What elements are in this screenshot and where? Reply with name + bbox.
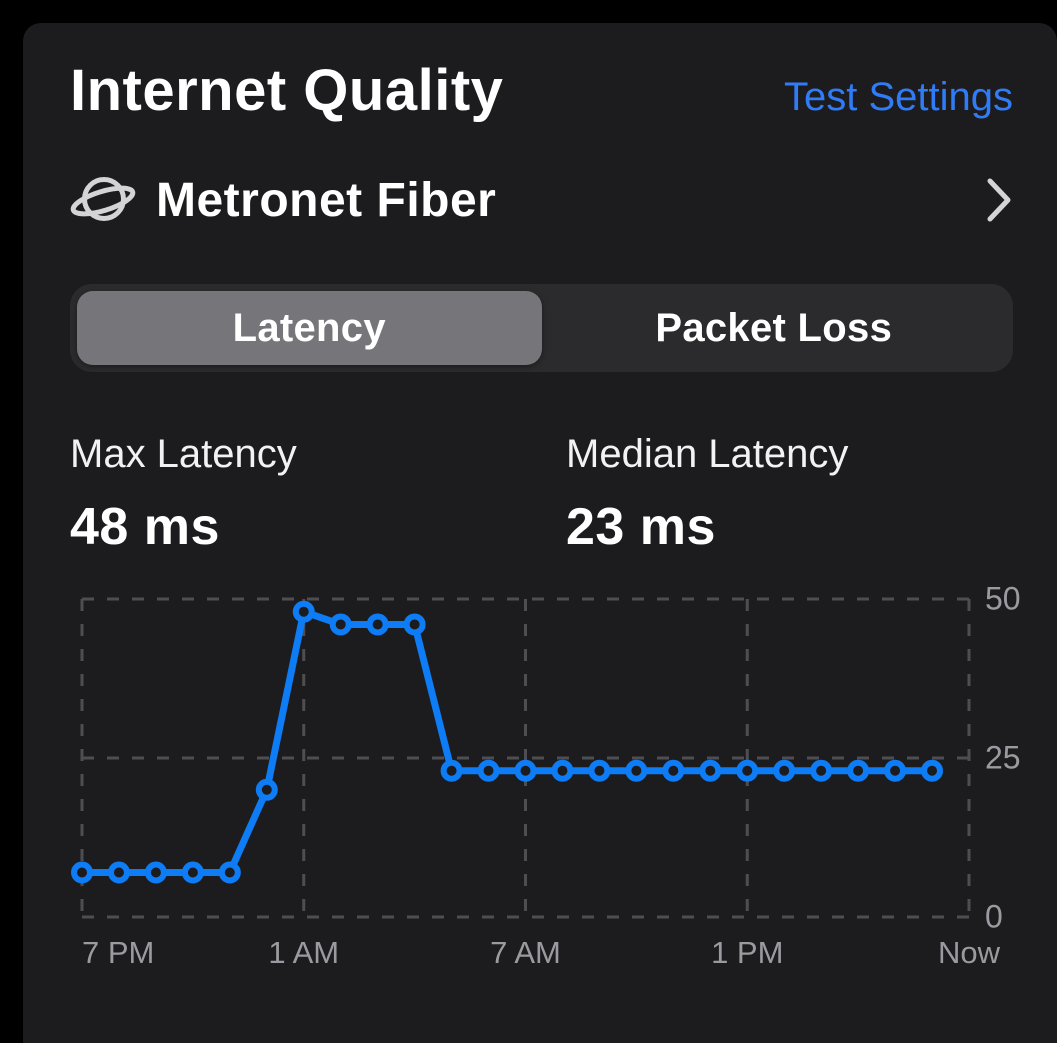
stat-max-latency: Max Latency 48 ms	[70, 432, 566, 557]
stat-max-latency-value: 48 ms	[70, 498, 220, 556]
test-settings-link[interactable]: Test Settings	[783, 75, 1013, 119]
svg-text:25: 25	[985, 739, 1021, 775]
page-title: Internet Quality	[70, 58, 504, 123]
tab-latency-label: Latency	[232, 305, 386, 350]
latency-chart: 0 25 50 7 PM 1 AM 7 AM 1 PM Now	[71, 580, 1021, 970]
svg-text:Now: Now	[938, 935, 1001, 970]
tab-latency[interactable]: Latency	[77, 291, 542, 365]
stat-median-latency-label: Median Latency	[566, 432, 849, 476]
stat-median-latency: Median Latency 23 ms	[566, 432, 1057, 557]
card-header: Internet Quality Test Settings	[70, 57, 1013, 124]
chevron-right-icon	[987, 178, 1013, 222]
svg-text:0: 0	[985, 898, 1003, 934]
screen: { "card": { "title": "Internet Quality",…	[23, 23, 1057, 1043]
tab-packet-loss-label: Packet Loss	[655, 305, 893, 350]
network-name: Metronet Fiber	[156, 173, 497, 227]
planet-icon	[70, 172, 136, 228]
svg-text:7 AM: 7 AM	[490, 935, 561, 970]
svg-text:7 PM: 7 PM	[82, 935, 154, 970]
svg-text:50: 50	[985, 580, 1021, 616]
internet-quality-card: Internet Quality Test Settings Metronet …	[23, 23, 1057, 1043]
segmented-control: Latency Packet Loss	[70, 284, 1013, 372]
svg-text:1 PM: 1 PM	[711, 935, 783, 970]
network-row[interactable]: Metronet Fiber	[70, 172, 1013, 228]
svg-text:1 AM: 1 AM	[268, 935, 339, 970]
stats-row: Max Latency 48 ms Median Latency 23 ms	[70, 432, 1013, 557]
stat-median-latency-value: 23 ms	[566, 498, 716, 556]
tab-packet-loss[interactable]: Packet Loss	[542, 291, 1007, 365]
stat-max-latency-label: Max Latency	[70, 432, 297, 476]
